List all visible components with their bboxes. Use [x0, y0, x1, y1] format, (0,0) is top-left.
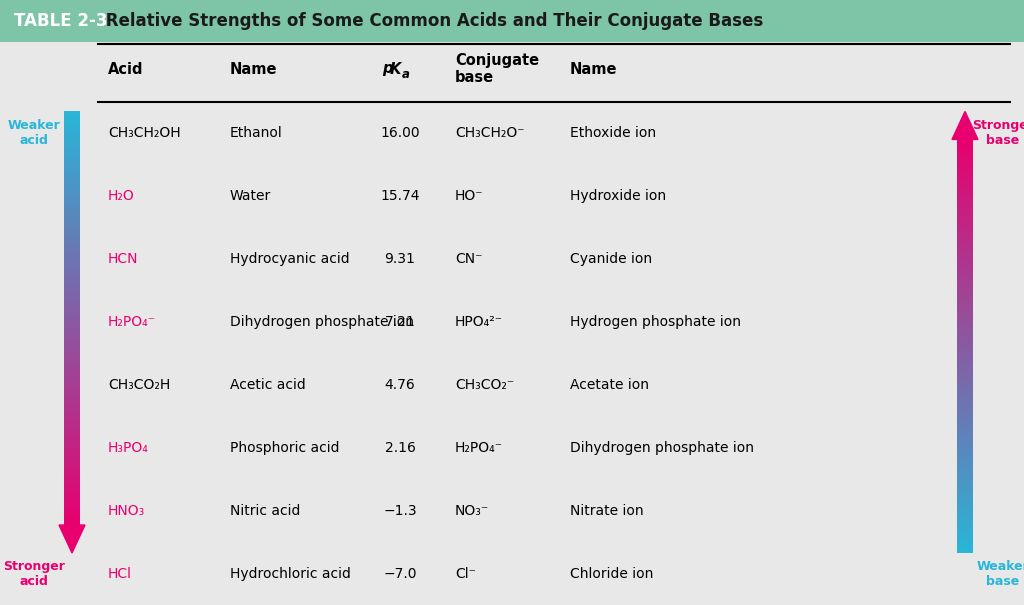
Text: 4.76: 4.76 — [385, 378, 416, 392]
Text: Cyanide ion: Cyanide ion — [570, 252, 652, 266]
Text: Hydrocyanic acid: Hydrocyanic acid — [230, 252, 349, 266]
Text: HNO₃: HNO₃ — [108, 504, 145, 518]
Text: H₃PO₄: H₃PO₄ — [108, 441, 148, 455]
Text: 2.16: 2.16 — [385, 441, 416, 455]
Text: Ethanol: Ethanol — [230, 126, 283, 140]
Text: Hydroxide ion: Hydroxide ion — [570, 189, 667, 203]
Text: HPO₄²⁻: HPO₄²⁻ — [455, 315, 503, 329]
Text: CH₃CO₂H: CH₃CO₂H — [108, 378, 170, 392]
Text: Water: Water — [230, 189, 271, 203]
Text: TABLE 2-3: TABLE 2-3 — [14, 12, 108, 30]
Text: 9.31: 9.31 — [385, 252, 416, 266]
Text: Weaker
base: Weaker base — [977, 560, 1024, 587]
Text: H₂PO₄⁻: H₂PO₄⁻ — [455, 441, 503, 455]
Text: Ethoxide ion: Ethoxide ion — [570, 126, 656, 140]
Bar — [0, 0, 1024, 42]
Text: Conjugate: Conjugate — [455, 53, 539, 68]
Text: Acetic acid: Acetic acid — [230, 378, 306, 392]
Text: Hydrochloric acid: Hydrochloric acid — [230, 566, 351, 581]
Text: Hydrogen phosphate ion: Hydrogen phosphate ion — [570, 315, 741, 329]
Text: Relative Strengths of Some Common Acids and Their Conjugate Bases: Relative Strengths of Some Common Acids … — [100, 12, 763, 30]
Text: Dihydrogen phosphate ion: Dihydrogen phosphate ion — [230, 315, 414, 329]
Text: Cl⁻: Cl⁻ — [455, 566, 476, 581]
Text: CH₃CH₂O⁻: CH₃CH₂O⁻ — [455, 126, 524, 140]
Text: NO₃⁻: NO₃⁻ — [455, 504, 489, 518]
Text: HCl: HCl — [108, 566, 132, 581]
Text: Name: Name — [230, 62, 278, 76]
Text: Weaker
acid: Weaker acid — [7, 119, 60, 148]
Text: Acid: Acid — [108, 62, 143, 76]
Text: a: a — [402, 68, 410, 80]
Text: CH₃CO₂⁻: CH₃CO₂⁻ — [455, 378, 514, 392]
Polygon shape — [952, 111, 978, 139]
Text: −1.3: −1.3 — [383, 504, 417, 518]
Text: Phosphoric acid: Phosphoric acid — [230, 441, 340, 455]
Text: 16.00: 16.00 — [380, 126, 420, 140]
Text: Nitrate ion: Nitrate ion — [570, 504, 644, 518]
Text: HCN: HCN — [108, 252, 138, 266]
Text: Stronger
base: Stronger base — [972, 119, 1024, 148]
Text: 7.21: 7.21 — [385, 315, 416, 329]
Text: −7.0: −7.0 — [383, 566, 417, 581]
Text: Chloride ion: Chloride ion — [570, 566, 653, 581]
Text: Nitric acid: Nitric acid — [230, 504, 300, 518]
Text: Name: Name — [570, 62, 617, 76]
Text: 15.74: 15.74 — [380, 189, 420, 203]
Text: K: K — [390, 62, 401, 76]
Text: CH₃CH₂OH: CH₃CH₂OH — [108, 126, 180, 140]
Text: Stronger
acid: Stronger acid — [3, 560, 65, 587]
Text: CN⁻: CN⁻ — [455, 252, 482, 266]
Polygon shape — [59, 525, 85, 553]
Text: Acetate ion: Acetate ion — [570, 378, 649, 392]
Text: base: base — [455, 71, 495, 85]
Text: H₂O: H₂O — [108, 189, 135, 203]
Text: p: p — [382, 62, 392, 76]
Text: H₂PO₄⁻: H₂PO₄⁻ — [108, 315, 156, 329]
Text: HO⁻: HO⁻ — [455, 189, 483, 203]
Text: Dihydrogen phosphate ion: Dihydrogen phosphate ion — [570, 441, 754, 455]
